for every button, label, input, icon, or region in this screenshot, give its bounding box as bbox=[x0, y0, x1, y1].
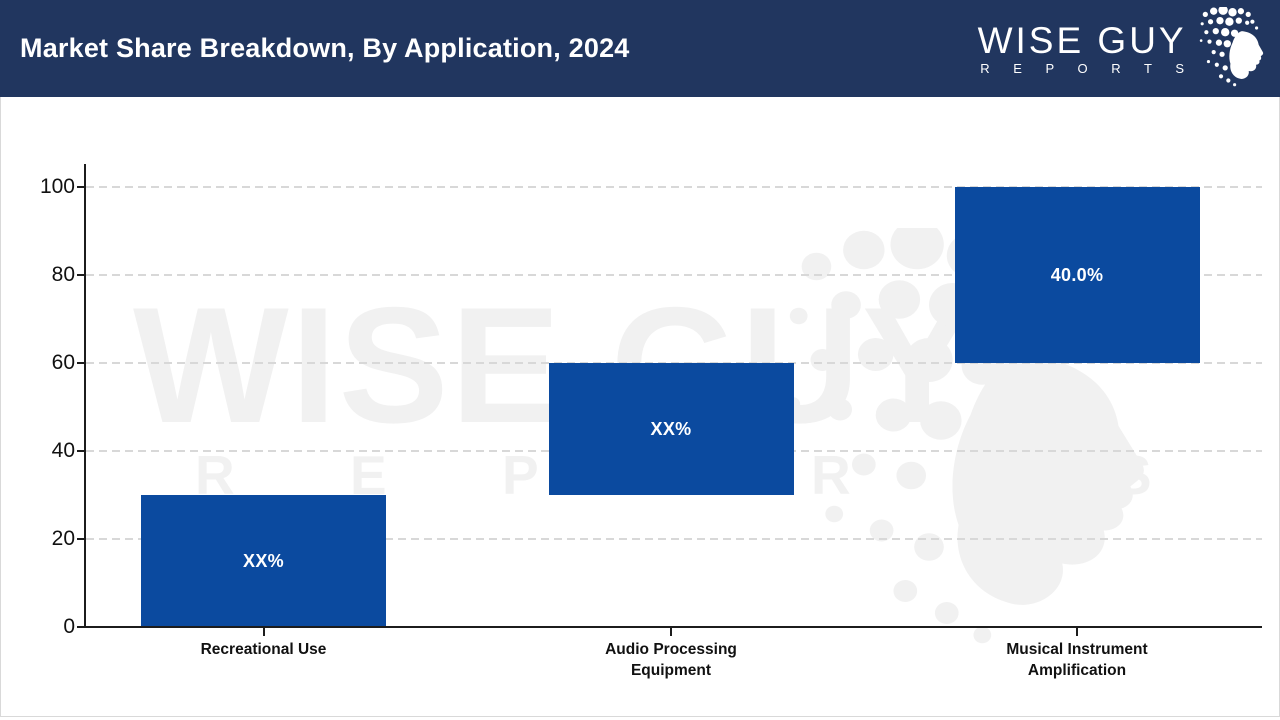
y-tick-20 bbox=[77, 538, 85, 540]
y-tick-60 bbox=[77, 362, 85, 364]
y-tick-label-100: 100 bbox=[39, 175, 75, 198]
bar-value-label: 40.0% bbox=[1050, 264, 1104, 285]
bar-value-label: XX% bbox=[650, 418, 692, 439]
category-label-2: Audio Processing Equipment bbox=[605, 639, 737, 681]
y-tick-label-60: 60 bbox=[51, 351, 75, 374]
gridline-100 bbox=[86, 186, 1262, 188]
category-label-line: Amplification bbox=[1027, 662, 1127, 679]
y-tick-label-80: 80 bbox=[51, 263, 75, 286]
y-tick-label-0: 0 bbox=[63, 615, 75, 638]
y-tick-40 bbox=[77, 450, 85, 452]
y-tick-100 bbox=[77, 186, 85, 188]
bar-2: XX% bbox=[548, 363, 794, 495]
category-label-line: Musical Instrument bbox=[1006, 641, 1148, 658]
y-axis-line bbox=[84, 164, 86, 628]
wiseguy-face-icon bbox=[1198, 4, 1266, 91]
x-axis-line bbox=[84, 626, 1262, 628]
gridline-80 bbox=[86, 274, 1262, 276]
logo-subtext: R E P O R T S bbox=[980, 61, 1194, 76]
x-tick-1 bbox=[262, 627, 265, 636]
category-label-line: Equipment bbox=[630, 662, 712, 679]
category-label-3: Musical Instrument Amplification bbox=[1006, 639, 1147, 681]
header-bar: Market Share Breakdown, By Application, … bbox=[0, 0, 1280, 97]
y-tick-80 bbox=[77, 274, 85, 276]
category-label-line: Recreational Use bbox=[200, 641, 327, 658]
x-tick-2 bbox=[670, 627, 672, 636]
bar-value-label: XX% bbox=[243, 550, 284, 571]
bar-3: 40.0% bbox=[954, 187, 1200, 363]
category-label-1: Recreational Use bbox=[201, 639, 327, 660]
y-tick-0 bbox=[77, 626, 85, 628]
wiseguy-logo: WISE GUY R E P O R T S bbox=[970, 4, 1280, 91]
wiseguy-logo-text: WISE GUY R E P O R T S bbox=[970, 22, 1194, 75]
bar-1: XX% bbox=[141, 495, 386, 627]
logo-wordmark: WISE GUY bbox=[977, 20, 1187, 61]
y-tick-label-20: 20 bbox=[51, 527, 75, 550]
page-title: Market Share Breakdown, By Application, … bbox=[20, 33, 630, 63]
x-tick-3 bbox=[1076, 627, 1078, 636]
y-tick-label-40: 40 bbox=[51, 439, 75, 462]
category-label-line: Audio Processing bbox=[605, 641, 737, 658]
gridline-20 bbox=[86, 538, 1262, 540]
